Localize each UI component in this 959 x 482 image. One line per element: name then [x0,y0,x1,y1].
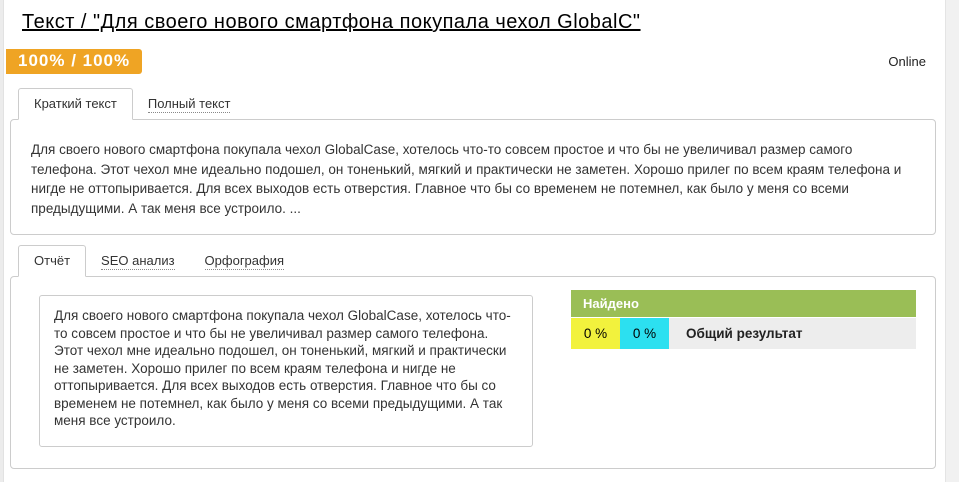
report-panel: Для своего нового смартфона покупала чех… [10,276,936,469]
tab-full-text[interactable]: Полный текст [133,89,246,120]
report-tabbar: Отчёт SEO анализ Орфография [10,245,936,277]
text-tabbar: Краткий текст Полный текст [10,88,936,120]
percent-cell-cyan: 0 % [620,318,669,349]
tab-spelling[interactable]: Орфография [190,246,299,277]
tab-seo-analysis[interactable]: SEO анализ [86,246,190,277]
tab-full-text-label: Полный текст [147,96,231,113]
report-text-box: Для своего нового смартфона покупала чех… [39,295,533,447]
uniqueness-badge: 100% / 100% [6,49,143,74]
online-status: Online [888,54,926,69]
page-left-edge [0,0,4,482]
report-title-link[interactable]: Текст / "Для своего нового смартфона пок… [22,11,641,33]
tab-report[interactable]: Отчёт [18,245,87,277]
results-header: Найдено [571,290,916,317]
results-row: 0 % 0 % Общий результат [571,318,916,349]
right-scroll-strip[interactable] [945,0,959,482]
tab-seo-analysis-label: SEO анализ [101,253,175,270]
short-text-content: Для своего нового смартфона покупала чех… [31,142,902,216]
tab-spelling-label: Орфография [204,253,285,270]
results-row-label: Общий результат [686,326,803,341]
main-content: Текст / "Для своего нового смартфона пок… [6,0,936,469]
results-table: Найдено 0 % 0 % Общий результат [571,290,916,349]
status-row: 100% / 100% Online [6,49,936,74]
short-text-panel: Для своего нового смартфона покупала чех… [10,119,936,235]
percent-cell-yellow: 0 % [571,318,620,349]
tab-short-text[interactable]: Краткий текст [18,88,133,120]
